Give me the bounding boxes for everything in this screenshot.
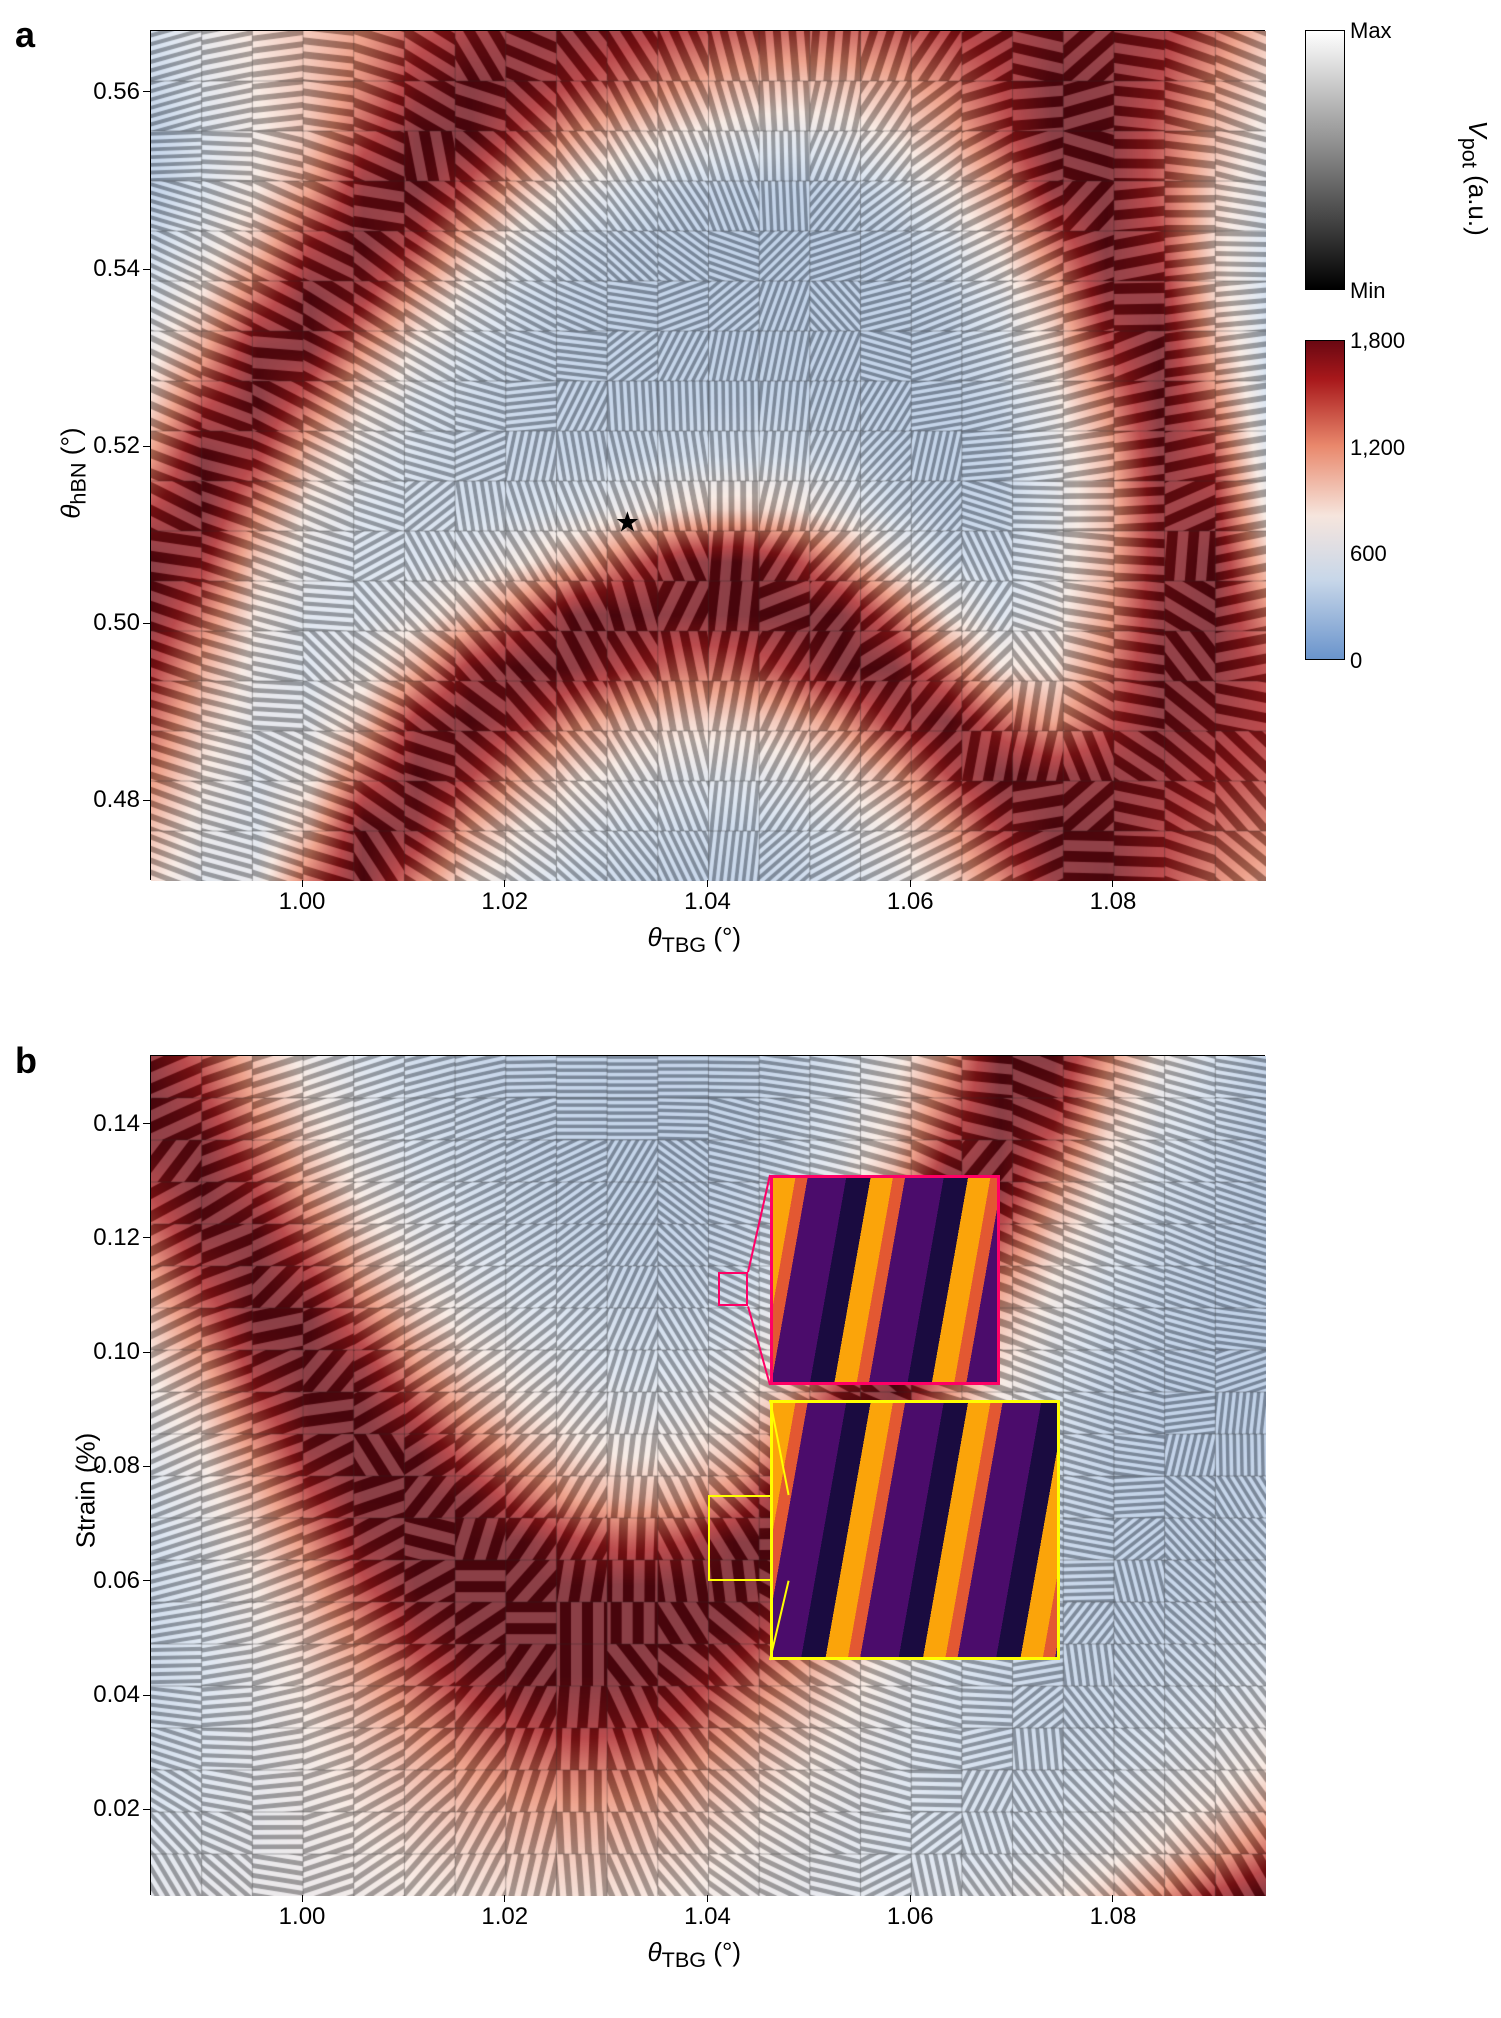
panel-a-plot: ★ [150,30,1265,880]
panel-a-ytick-mark [143,800,150,801]
panel-b-ytick: 0.04 [80,1681,140,1709]
period-cbar-tick: 600 [1344,541,1387,567]
panel-b-xtick-mark [910,1895,911,1902]
panel-b-xtick: 1.02 [481,1903,528,1931]
panel-b-ytick-mark [143,1695,150,1696]
panel-a-xtick-mark [1112,880,1113,887]
panel-a-xtick-mark [910,880,911,887]
panel-b-ytick: 0.12 [80,1224,140,1252]
panel-b-ytick-mark [143,1237,150,1238]
yellow-inset [770,1400,1060,1660]
panel-a-ytick: 0.48 [80,786,140,814]
period-cbar-tick: 1,800 [1344,328,1405,354]
panel-b-ylabel: Strain (%) [70,1433,101,1549]
panel-a-xtick: 1.02 [481,888,528,916]
panel-a-ytick-mark [143,623,150,624]
panel-a-ytick-mark [143,446,150,447]
panel-b-xtick: 1.00 [279,1903,326,1931]
panel-b-xtick-mark [504,1895,505,1902]
panel-a-xtick-mark [302,880,303,887]
panel-a-xtick-mark [504,880,505,887]
pink-inset [770,1175,1000,1385]
panel-b-xlabel: θTBG (°) [648,1937,742,1973]
panel-a-xtick: 1.04 [684,888,731,916]
panel-a-xtick: 1.00 [279,888,326,916]
panel-b-ytick: 0.14 [80,1110,140,1138]
panel-a-ytick: 0.52 [80,432,140,460]
panel-b-ytick-mark [143,1123,150,1124]
panel-b-xtick-mark [302,1895,303,1902]
panel-b-ytick: 0.06 [80,1567,140,1595]
moire-texture-canvas [151,1056,1266,1896]
panel-a-label: a [15,14,35,56]
panel-a-xtick: 1.08 [1090,888,1137,916]
panel-b-ytick-mark [143,1580,150,1581]
period-cbar-tick: 0 [1344,648,1362,674]
panel-b-xtick-mark [707,1895,708,1902]
panel-a-ytick-mark [143,269,150,270]
panel-a-ytick: 0.50 [80,609,140,637]
panel-a-xtick: 1.06 [887,888,934,916]
panel-b-plot [150,1055,1265,1895]
period-cbar-tick: 1,200 [1344,435,1405,461]
moire-texture-canvas [151,31,1266,881]
panel-a-ytick: 0.56 [80,78,140,106]
figure: a ★ θTBG (°) θhBN (°) MaxMin Vpot (a.u.)… [0,0,1501,2018]
panel-a-ytick: 0.54 [80,255,140,283]
panel-b-label: b [15,1040,37,1082]
panel-b-ytick-mark [143,1352,150,1353]
star-marker: ★ [615,506,640,539]
vpot-cbar-tick: Min [1344,278,1385,304]
panel-b-xtick: 1.06 [887,1903,934,1931]
panel-a-xtick-mark [707,880,708,887]
panel-b-ytick: 0.08 [80,1452,140,1480]
panel-b-ytick: 0.10 [80,1338,140,1366]
vpot-cbar-tick: Max [1344,18,1392,44]
pink-source-rect [718,1272,748,1306]
periodicity-colorbar: 1,8001,2006000 [1305,340,1345,660]
panel-b-xtick: 1.08 [1090,1903,1137,1931]
panel-b-xtick: 1.04 [684,1903,731,1931]
panel-a-ytick-mark [143,91,150,92]
panel-b-xtick-mark [1112,1895,1113,1902]
panel-b-ytick: 0.02 [80,1795,140,1823]
panel-b-ytick-mark [143,1809,150,1810]
panel-b-ytick-mark [143,1466,150,1467]
vpot-colorbar-label: Vpot (a.u.) [1457,120,1493,235]
vpot-colorbar: MaxMin [1305,30,1345,290]
panel-a-xlabel: θTBG (°) [648,922,742,958]
